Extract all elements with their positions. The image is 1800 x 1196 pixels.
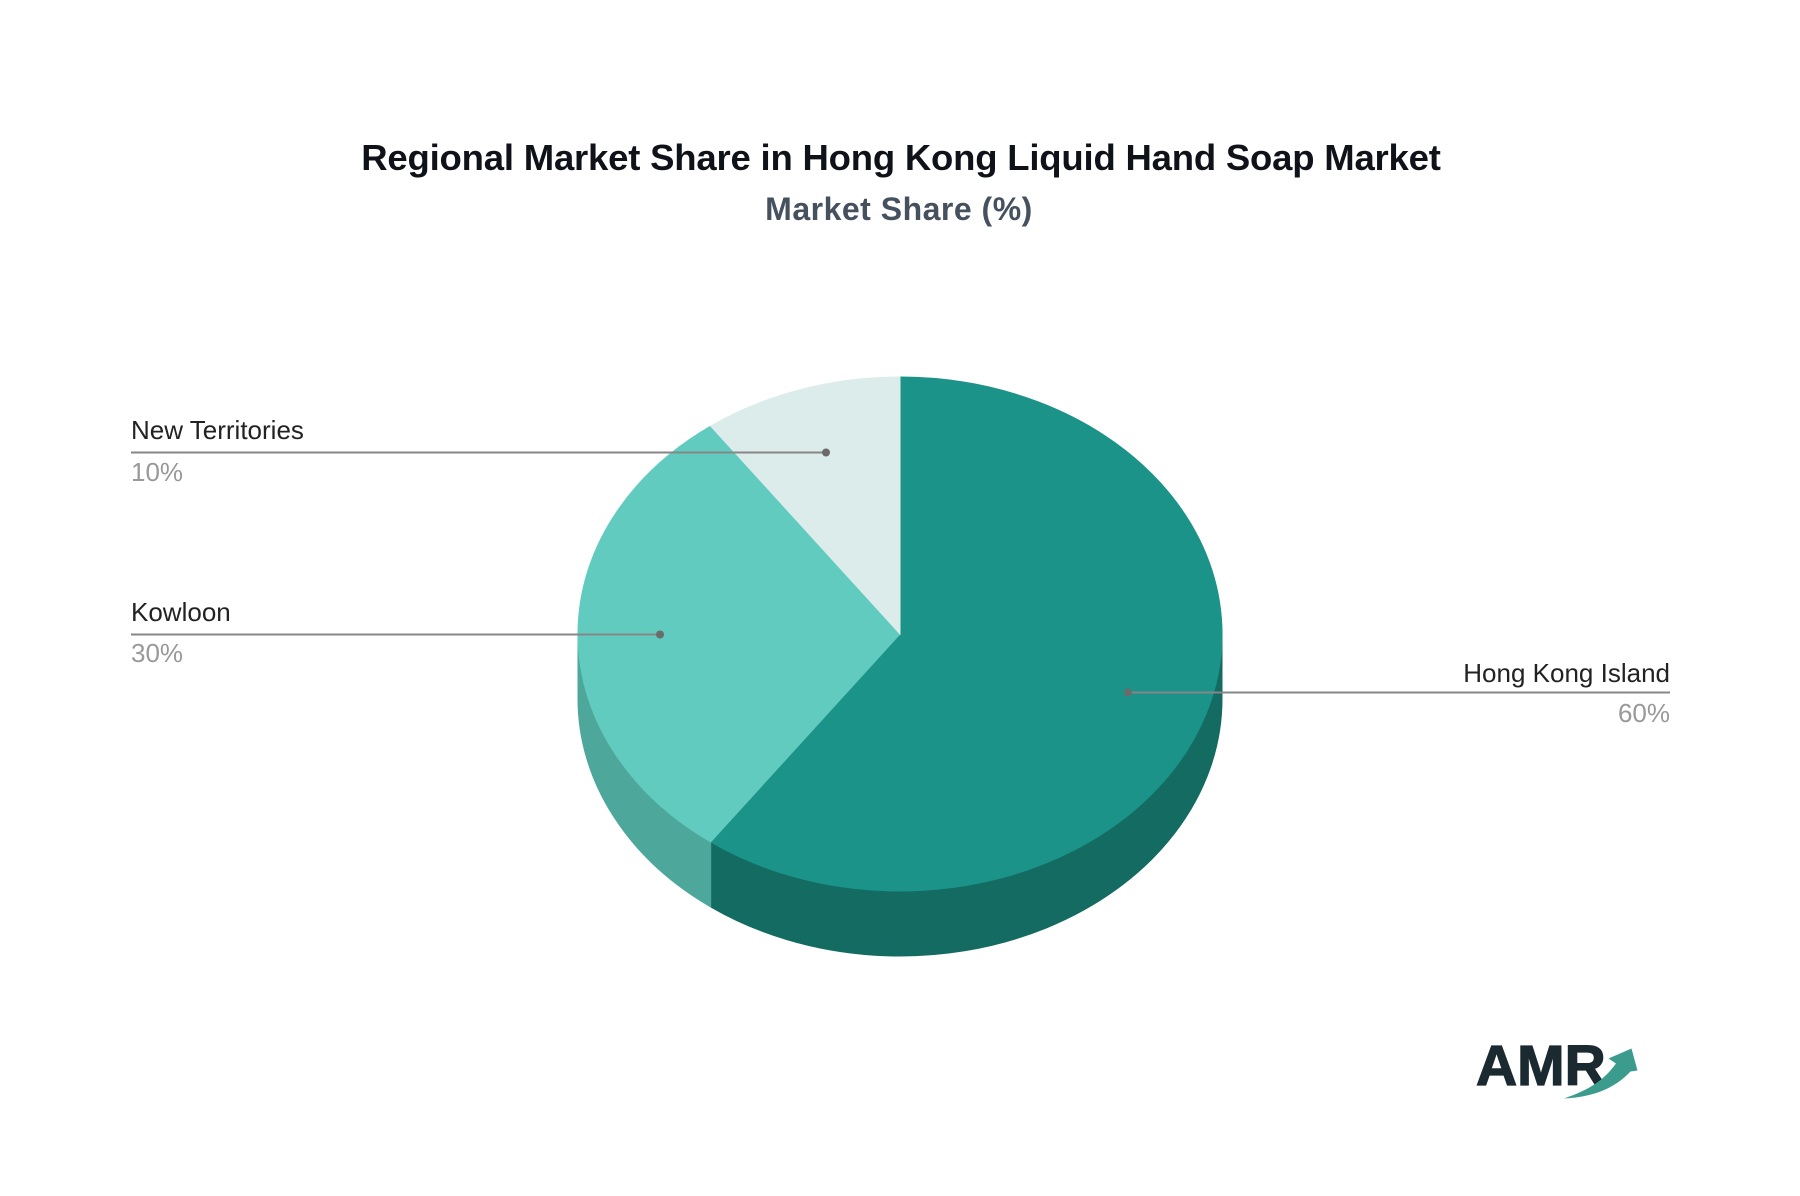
svg-text:Market Share (%): Market Share (%) [765, 191, 1033, 227]
svg-text:Hong Kong Island: Hong Kong Island [1463, 658, 1670, 688]
svg-text:60%: 60% [1618, 698, 1670, 728]
svg-text:10%: 10% [131, 457, 183, 487]
svg-text:Kowloon: Kowloon [131, 597, 231, 627]
svg-text:30%: 30% [131, 638, 183, 668]
svg-text:AMR: AMR [1476, 1034, 1606, 1098]
svg-text:Regional Market Share in Hong: Regional Market Share in Hong Kong Liqui… [361, 137, 1440, 178]
svg-text:New Territories: New Territories [131, 415, 304, 445]
